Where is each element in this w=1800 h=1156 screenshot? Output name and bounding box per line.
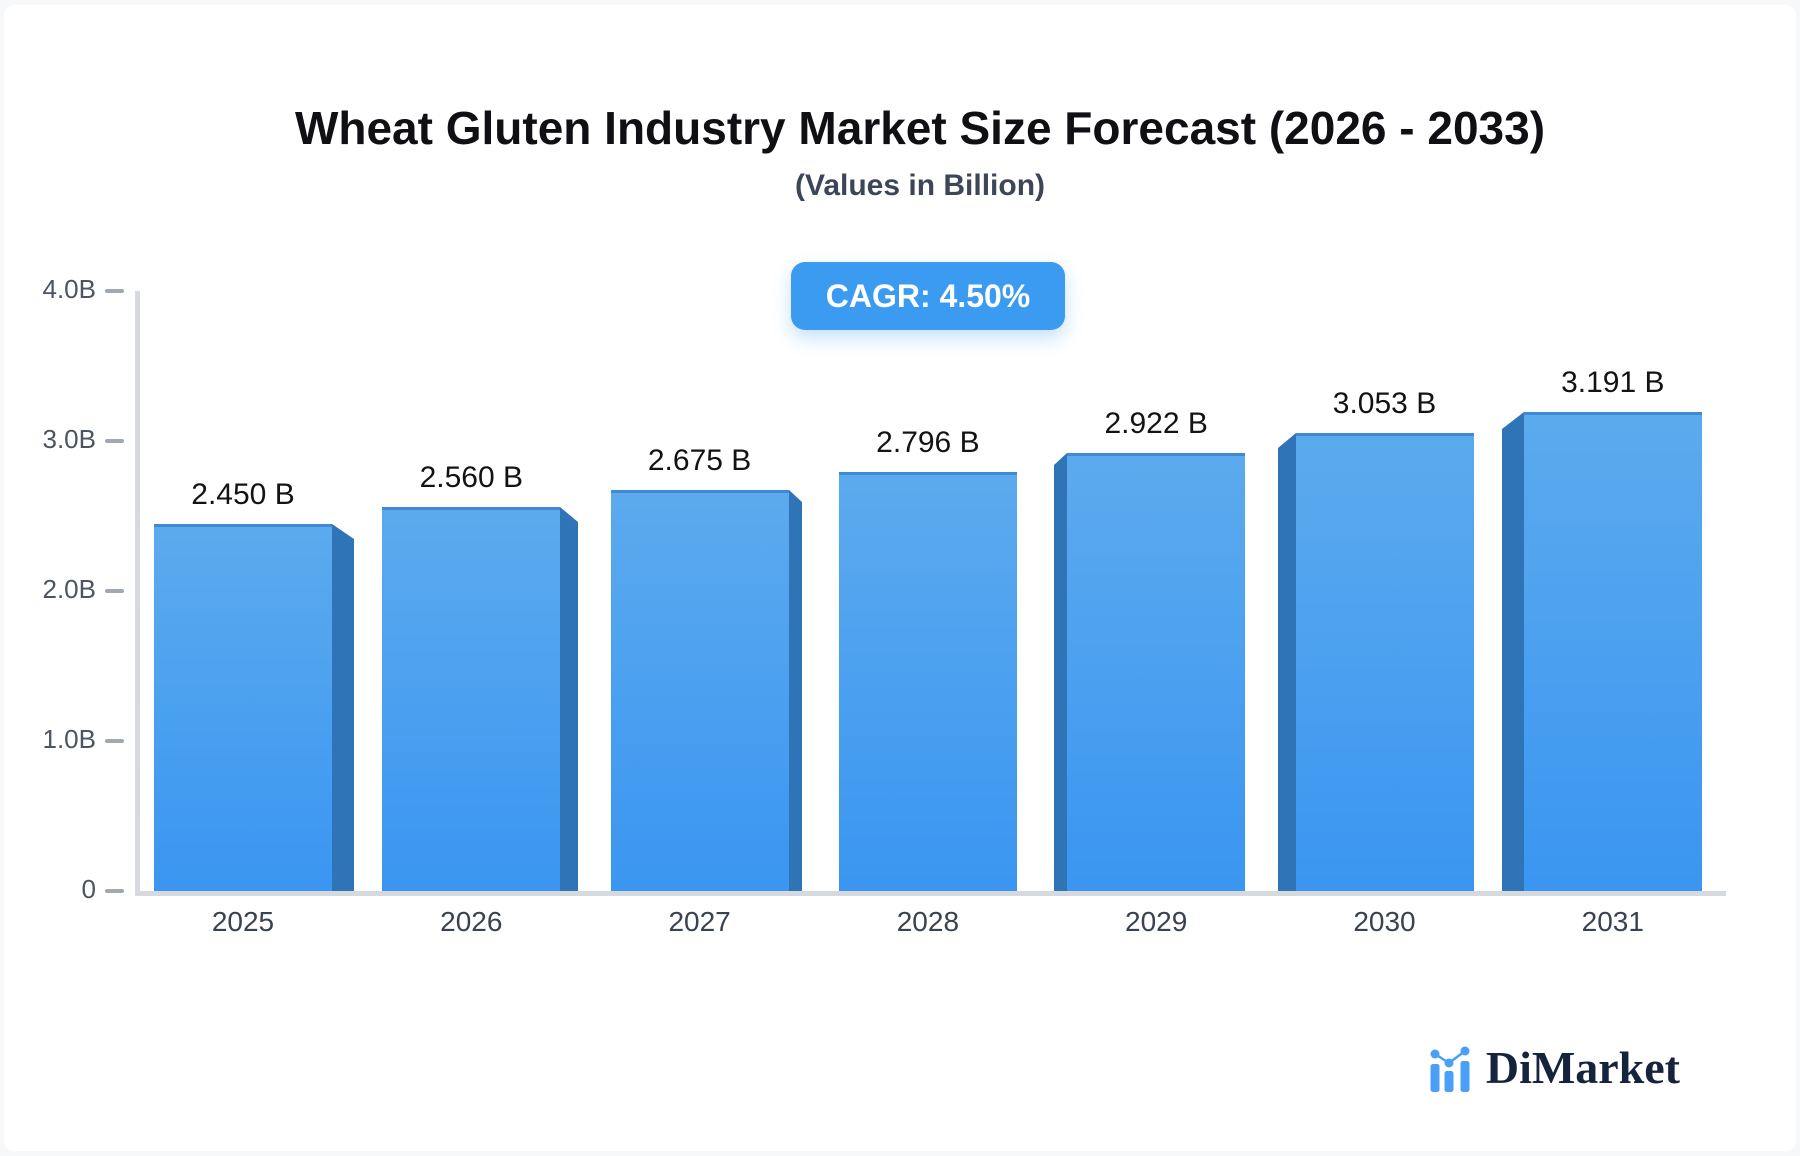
bar-2026 — [382, 507, 560, 891]
bar-chart-trend-icon — [1428, 1044, 1472, 1092]
y-tick-dash — [105, 889, 124, 893]
y-axis-line — [135, 291, 140, 896]
y-axis-tick-label: 3.0B — [42, 424, 97, 454]
chart-subtitle: (Values in Billion) — [794, 169, 1046, 202]
chart-title: Wheat Gluten Industry Market Size Foreca… — [294, 102, 1546, 154]
x-axis-label-2030: 2030 — [1353, 906, 1416, 937]
y-tick-dash — [105, 439, 124, 443]
x-axis-label-2031: 2031 — [1581, 906, 1644, 937]
y-tick-dash — [105, 589, 124, 593]
bar-2031 — [1524, 412, 1702, 891]
bar-value-label-2028: 2.796 B — [876, 426, 980, 459]
x-axis-label-2025: 2025 — [211, 906, 275, 937]
bar-3d-side — [789, 490, 802, 891]
cagr-badge: CAGR: 4.50% — [791, 262, 1065, 330]
bar-2027 — [611, 490, 789, 891]
x-axis-line — [135, 891, 1726, 896]
x-axis-label-2028: 2028 — [896, 906, 960, 937]
bar-3d-side — [1278, 433, 1296, 891]
bar-value-label-2030: 3.053 B — [1332, 387, 1437, 420]
dimarket-logo: DiMarket — [1428, 1041, 1680, 1094]
bar-2028 — [839, 472, 1017, 891]
bar-value-label-2031: 3.191 B — [1561, 366, 1665, 399]
y-tick-dash — [105, 739, 124, 743]
bar-chart-plot: 0 1.0B 2.0B 3.0B 4.0B 2.450 B 2025 2.560 B 2026 2… — [4, 5, 1796, 1151]
bar-2030 — [1296, 433, 1474, 891]
logo-text: DiMarket — [1485, 1042, 1680, 1093]
y-tick-dash — [105, 289, 124, 293]
bar-3d-side — [1054, 453, 1067, 891]
y-axis-tick-label: 2.0B — [42, 574, 97, 604]
bar-2025 — [154, 524, 332, 891]
bar-value-label-2027: 2.675 B — [647, 444, 752, 477]
x-axis-label-2026: 2026 — [440, 906, 503, 937]
y-axis-tick-label: 1.0B — [42, 724, 97, 754]
x-axis-label-2029: 2029 — [1125, 906, 1188, 937]
bar-value-label-2026: 2.560 B — [419, 461, 523, 494]
bar-3d-side — [1502, 412, 1524, 891]
chart-card: Wheat Gluten Industry Market Size Foreca… — [4, 5, 1796, 1151]
bar-value-label-2029: 2.922 B — [1104, 407, 1208, 440]
bar-3d-side — [332, 524, 354, 891]
bar-value-label-2025: 2.450 B — [191, 478, 295, 511]
bar-2029 — [1067, 453, 1245, 891]
bar-3d-side — [560, 507, 578, 891]
y-axis-tick-label: 0 — [81, 874, 96, 904]
y-axis-tick-label: 4.0B — [42, 274, 97, 304]
x-axis-label-2027: 2027 — [668, 906, 731, 937]
